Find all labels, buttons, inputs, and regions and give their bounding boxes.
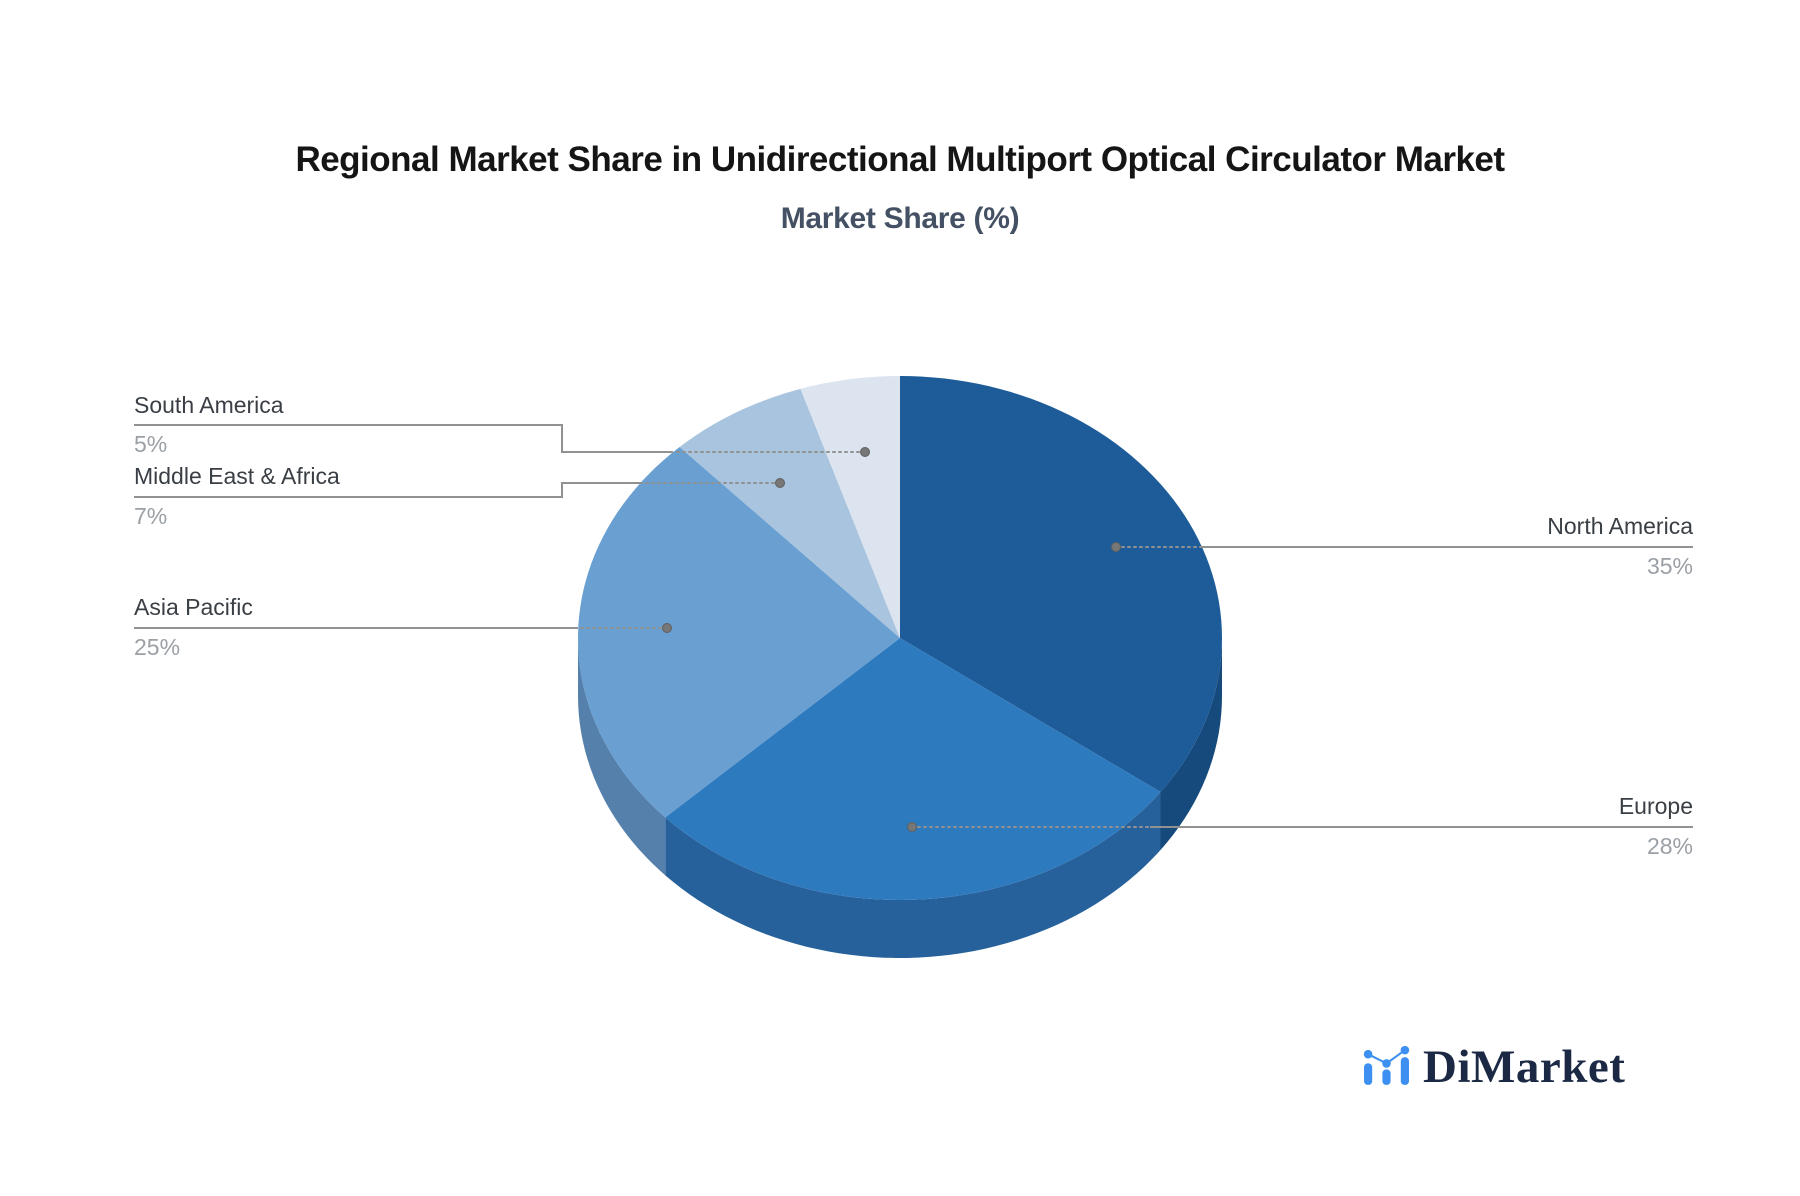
pie-slice-side-north-america <box>1160 638 1222 850</box>
pie-slice-side-europe <box>665 792 1161 958</box>
callout-value-asia-pacific: 25% <box>134 634 181 660</box>
callout-value-europe: 28% <box>1646 833 1693 859</box>
brand-logo: DiMarket <box>1363 1040 1625 1094</box>
chart-header: Regional Market Share in Unidirectional … <box>0 140 1800 236</box>
label-anchor-dot-north-america <box>1111 542 1121 552</box>
chart-title: Regional Market Share in Unidirectional … <box>295 140 1505 179</box>
label-anchor-dot-asia-pacific <box>662 623 672 633</box>
callout-value-south-america: 5% <box>134 431 168 457</box>
brand-logo-text: DiMarket <box>1423 1041 1626 1093</box>
pie-slice-north-america[interactable] <box>900 376 1222 792</box>
callout-label-south-america: South America <box>134 392 284 418</box>
chart-subtitle: Market Share (%) <box>780 202 1020 235</box>
pie-slice-side-asia-pacific <box>578 638 666 876</box>
callout-value-north-america: 35% <box>1646 553 1693 579</box>
pie-slice-europe[interactable] <box>665 638 1161 900</box>
callout-label-europe: Europe <box>1618 793 1693 819</box>
label-anchor-dot-middle-east-africa <box>775 478 785 488</box>
pie-slice-asia-pacific[interactable] <box>578 447 900 818</box>
callout-label-middle-east-africa: Middle East & Africa <box>134 463 340 489</box>
callout-value-middle-east-africa: 7% <box>134 503 168 529</box>
callout-label-asia-pacific: Asia Pacific <box>134 594 253 620</box>
label-anchor-dot-europe <box>907 822 917 832</box>
bar-chart-trend-icon <box>1363 1045 1410 1085</box>
callout-label-north-america: North America <box>1547 513 1693 539</box>
label-line-south-america <box>134 424 673 453</box>
pie-slice-south-america[interactable] <box>800 376 901 638</box>
label-line-middle-east-africa <box>134 482 640 498</box>
pie-slice-middle-east-africa[interactable] <box>679 388 900 638</box>
label-anchor-dot-south-america <box>860 447 870 457</box>
